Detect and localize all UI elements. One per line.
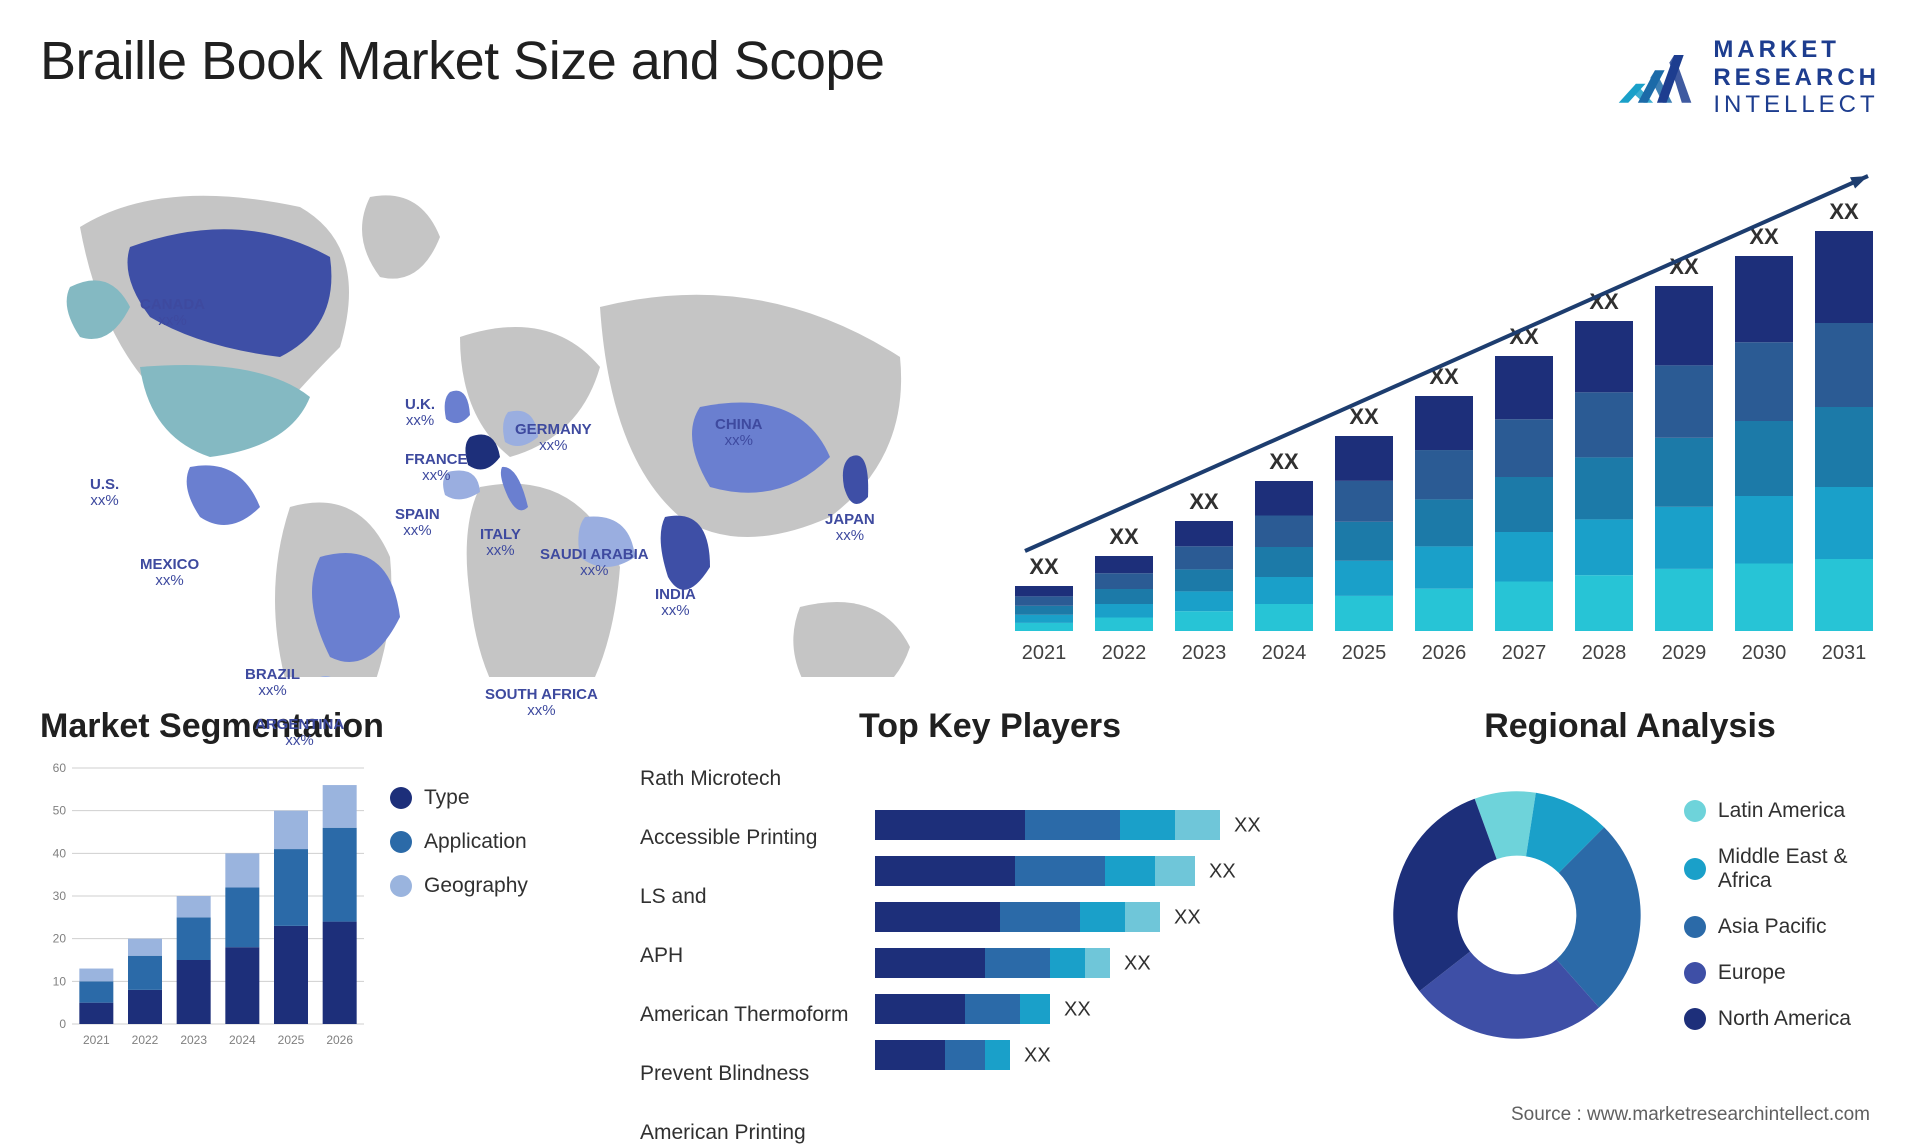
svg-text:2024: 2024 [1262,642,1307,664]
mid-row: CANADAxx%U.S.xx%MEXICOxx%BRAZILxx%ARGENT… [40,137,1880,677]
players-chart: XX XX XX XX XX XX [870,760,1340,1084]
legend-label: Europe [1718,961,1786,985]
logo-bars-icon [1613,42,1699,112]
svg-text:0: 0 [59,1017,66,1031]
legend-label: North America [1718,1007,1851,1031]
svg-text:30: 30 [53,889,67,903]
legend-label: Latin America [1718,799,1845,823]
legend-label: Middle East & Africa [1718,845,1880,893]
top-row: Braille Book Market Size and Scope MARKE… [40,30,1880,119]
legend-label: Geography [424,874,528,898]
svg-text:XX: XX [1189,489,1219,514]
svg-text:50: 50 [53,803,67,817]
svg-text:20: 20 [53,931,67,945]
legend-item: Application [390,830,528,854]
player-name: American Thermoform [640,1000,870,1030]
source-attribution: Source : www.marketresearchintellect.com [1511,1104,1870,1126]
svg-text:40: 40 [53,846,67,860]
player-name: Prevent Blindness [640,1059,870,1089]
logo-line3: INTELLECT [1713,91,1880,119]
growth-chart-svg: XX2021XX2022XX2023XX2024XX2025XX2026XX20… [1010,137,1880,677]
svg-text:XX: XX [1174,906,1201,928]
svg-text:2028: 2028 [1582,642,1627,664]
regional-panel: Regional Analysis Latin America Middle Ea… [1380,707,1880,1146]
regional-donut [1380,760,1654,1070]
legend-item: Geography [390,874,528,898]
svg-text:XX: XX [1024,1044,1051,1066]
players-panel: Top Key Players Rath Microtech Accessible… [640,707,1340,1146]
legend-item: Latin America [1684,799,1880,823]
logo-line1: MARKET [1713,36,1880,64]
players-labels: Rath Microtech Accessible Printing LS and A… [640,760,870,1146]
svg-text:2021: 2021 [83,1033,110,1047]
page-title: Braille Book Market Size and Scope [40,30,884,92]
logo-line2: RESEARCH [1713,64,1880,92]
legend-swatch [1684,916,1706,938]
svg-text:2025: 2025 [1342,642,1387,664]
legend-swatch [390,831,412,853]
svg-text:2027: 2027 [1502,642,1547,664]
player-name: APH [640,941,870,971]
svg-text:2022: 2022 [1102,642,1147,664]
infographic-root: Braille Book Market Size and Scope MARKE… [0,0,1920,1146]
svg-text:XX: XX [1349,404,1379,429]
svg-text:2022: 2022 [132,1033,159,1047]
segmentation-panel: Market Segmentation 0 10 20 30 40 50 60 2021 202… [40,707,600,1146]
legend-label: Type [424,786,470,810]
legend-swatch [1684,800,1706,822]
player-name: LS and [640,882,870,912]
legend-swatch [390,875,412,897]
logo-text: MARKET RESEARCH INTELLECT [1713,36,1880,119]
svg-text:10: 10 [53,974,67,988]
legend-item: Middle East & Africa [1684,845,1880,893]
bottom-row: Market Segmentation 0 10 20 30 40 50 60 2021 202… [40,707,1880,1146]
svg-text:2021: 2021 [1022,642,1067,664]
segmentation-title: Market Segmentation [40,707,600,746]
svg-text:2026: 2026 [326,1033,353,1047]
segmentation-legend: Type Application Geography [390,786,528,1050]
legend-item: Type [390,786,528,810]
player-name: American Printing [640,1118,870,1146]
svg-text:2025: 2025 [278,1033,305,1047]
legend-swatch [1684,962,1706,984]
player-name: Accessible Printing [640,823,870,853]
svg-text:XX: XX [1109,524,1139,549]
svg-text:XX: XX [1269,449,1299,474]
legend-swatch [1684,858,1706,880]
world-map-svg [40,137,970,677]
regional-title: Regional Analysis [1380,707,1880,746]
segmentation-chart: 0 10 20 30 40 50 60 2021 2022 2023 2024 2025 2026 [40,760,370,1050]
regional-legend: Latin America Middle East & Africa Asia Pa… [1684,799,1880,1031]
svg-text:XX: XX [1234,814,1261,836]
svg-text:XX: XX [1209,860,1236,882]
legend-swatch [1684,1008,1706,1030]
brand-logo: MARKET RESEARCH INTELLECT [1613,36,1880,119]
legend-swatch [390,787,412,809]
legend-item: Europe [1684,961,1880,985]
legend-label: Asia Pacific [1718,915,1827,939]
growth-chart-panel: XX2021XX2022XX2023XX2024XX2025XX2026XX20… [1010,137,1880,677]
player-name: Rath Microtech [640,764,870,794]
world-map-panel: CANADAxx%U.S.xx%MEXICOxx%BRAZILxx%ARGENT… [40,137,970,677]
svg-text:XX: XX [1064,998,1091,1020]
svg-text:XX: XX [1124,952,1151,974]
svg-text:60: 60 [53,761,67,775]
legend-label: Application [424,830,527,854]
players-title: Top Key Players [640,707,1340,746]
svg-text:2026: 2026 [1422,642,1467,664]
svg-text:XX: XX [1829,199,1859,224]
svg-text:2023: 2023 [180,1033,207,1047]
svg-text:2029: 2029 [1662,642,1707,664]
svg-text:2024: 2024 [229,1033,256,1047]
svg-text:2031: 2031 [1822,642,1867,664]
svg-text:XX: XX [1029,554,1059,579]
svg-text:2030: 2030 [1742,642,1787,664]
svg-text:2023: 2023 [1182,642,1227,664]
legend-item: Asia Pacific [1684,915,1880,939]
legend-item: North America [1684,1007,1880,1031]
